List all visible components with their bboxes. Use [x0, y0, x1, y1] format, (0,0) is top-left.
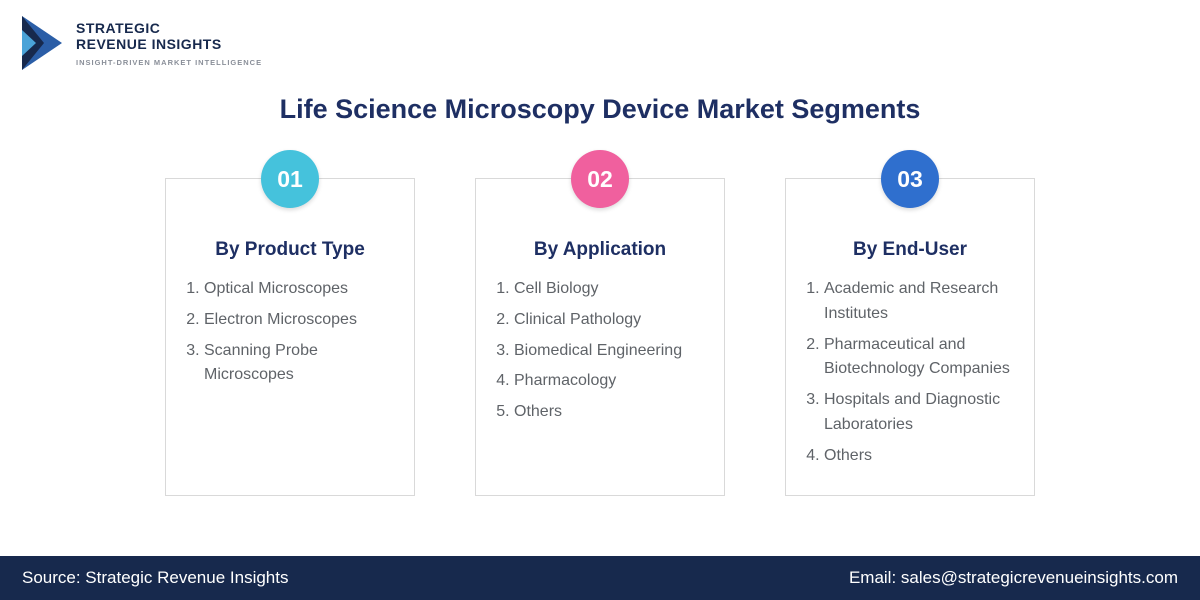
footer: Source: Strategic Revenue Insights Email…	[0, 556, 1200, 600]
list-item: Pharmacology	[514, 369, 708, 394]
card-heading-end-user: By End-User	[852, 239, 968, 260]
logo-line2: REVENUE INSIGHTS	[76, 36, 222, 52]
list-item: Others	[514, 400, 708, 425]
card-application: 02 By Application Cell Biology Clinical …	[475, 150, 725, 496]
list-item: Pharmaceutical and Biotechnology Compani…	[824, 333, 1018, 383]
list-item: Biomedical Engineering	[514, 339, 708, 364]
list-item: Hospitals and Diagnostic Laboratories	[824, 388, 1018, 438]
card-heading-application: By Application	[533, 239, 667, 260]
logo-text: STRATEGIC REVENUE INSIGHTS INSIGHT-DRIVE…	[76, 14, 262, 67]
card-number-badge-03: 03	[881, 150, 939, 208]
list-item: Electron Microscopes	[204, 308, 398, 333]
logo-tagline: INSIGHT-DRIVEN MARKET INTELLIGENCE	[76, 58, 263, 67]
card-number-badge-02: 02	[571, 150, 629, 208]
page-title: Life Science Microscopy Device Market Se…	[279, 94, 921, 124]
card-list-application: Cell Biology Clinical Pathology Biomedic…	[492, 277, 708, 425]
logo: STRATEGIC REVENUE INSIGHTS INSIGHT-DRIVE…	[18, 14, 262, 72]
footer-source: Source: Strategic Revenue Insights	[22, 568, 289, 587]
list-item: Others	[824, 444, 1018, 469]
card-product-type: 01 By Product Type Optical Microscopes E…	[165, 150, 415, 496]
footer-email: Email: sales@strategicrevenueinsights.co…	[848, 568, 1178, 587]
segment-cards: 01 By Product Type Optical Microscopes E…	[0, 150, 1200, 496]
list-item: Scanning Probe Microscopes	[204, 339, 398, 389]
card-list-product-type: Optical Microscopes Electron Microscopes…	[182, 277, 398, 388]
list-item: Optical Microscopes	[204, 277, 398, 302]
list-item: Clinical Pathology	[514, 308, 708, 333]
logo-arrow-icon	[18, 14, 66, 72]
card-heading-product-type: By Product Type	[215, 239, 365, 260]
card-number-badge-01: 01	[261, 150, 319, 208]
card-end-user: 03 By End-User Academic and Research Ins…	[785, 150, 1035, 496]
logo-line1: STRATEGIC	[76, 20, 161, 36]
card-list-end-user: Academic and Research Institutes Pharmac…	[802, 277, 1018, 469]
list-item: Academic and Research Institutes	[824, 277, 1018, 327]
list-item: Cell Biology	[514, 277, 708, 302]
